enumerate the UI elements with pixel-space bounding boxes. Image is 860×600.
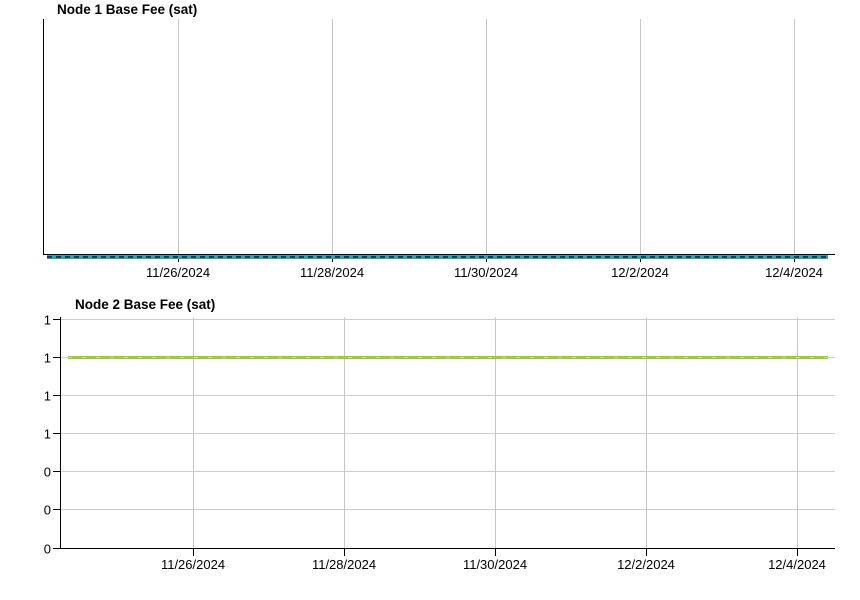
x-gridline [486,19,487,254]
y-tick [53,471,60,472]
y-gridline [60,319,835,320]
y-tick-label: 1 [43,388,51,404]
y-gridline [60,395,835,396]
x-gridline [332,19,333,254]
y-gridline [60,509,835,510]
x-tick [797,549,798,556]
y-tick [53,433,60,434]
y-axis-line [43,19,44,255]
y-tick [53,509,60,510]
x-gridline [794,19,795,254]
x-gridline [193,317,194,548]
y-tick [53,395,60,396]
y-tick-label: 1 [43,350,51,366]
x-gridline [646,317,647,548]
y-tick [53,319,60,320]
x-tick [344,549,345,556]
x-tick-label: 11/28/2024 [299,265,365,280]
series-line-node-2-base-fee [68,356,828,359]
y-tick [53,357,60,358]
x-tick-label: 11/28/2024 [311,557,377,572]
x-tick-label: 11/26/2024 [160,557,226,572]
y-tick [53,548,60,549]
y-gridline [60,471,835,472]
x-tick-label: 12/4/2024 [768,557,826,572]
x-tick [646,549,647,556]
x-gridline [344,317,345,548]
y-gridline [60,433,835,434]
x-tick-label: 11/30/2024 [453,265,519,280]
y-tick-label: 0 [43,464,51,480]
x-tick [193,549,194,556]
x-tick-label: 12/2/2024 [617,557,675,572]
y-axis-line [60,317,61,549]
x-gridline [797,317,798,548]
x-gridline [178,19,179,254]
series-markers [47,256,828,258]
series-line-node-1-base-fee [47,255,828,259]
x-tick-label: 11/30/2024 [462,557,528,572]
y-tick-label: 1 [43,312,51,328]
x-tick-label: 12/2/2024 [611,265,669,280]
chart-node2-title: Node 2 Base Fee (sat) [75,297,216,312]
x-tick-label: 12/4/2024 [765,265,823,280]
x-axis-line [60,548,835,549]
x-gridline [640,19,641,254]
y-tick-label: 0 [43,502,51,518]
series-markers [68,357,828,358]
x-gridline [495,317,496,548]
chart-node1-title: Node 1 Base Fee (sat) [57,2,198,17]
x-tick-label: 11/26/2024 [145,265,211,280]
x-tick [495,549,496,556]
x-axis-line [43,254,835,255]
y-tick-label: 0 [43,541,51,557]
y-tick-label: 1 [43,426,51,442]
